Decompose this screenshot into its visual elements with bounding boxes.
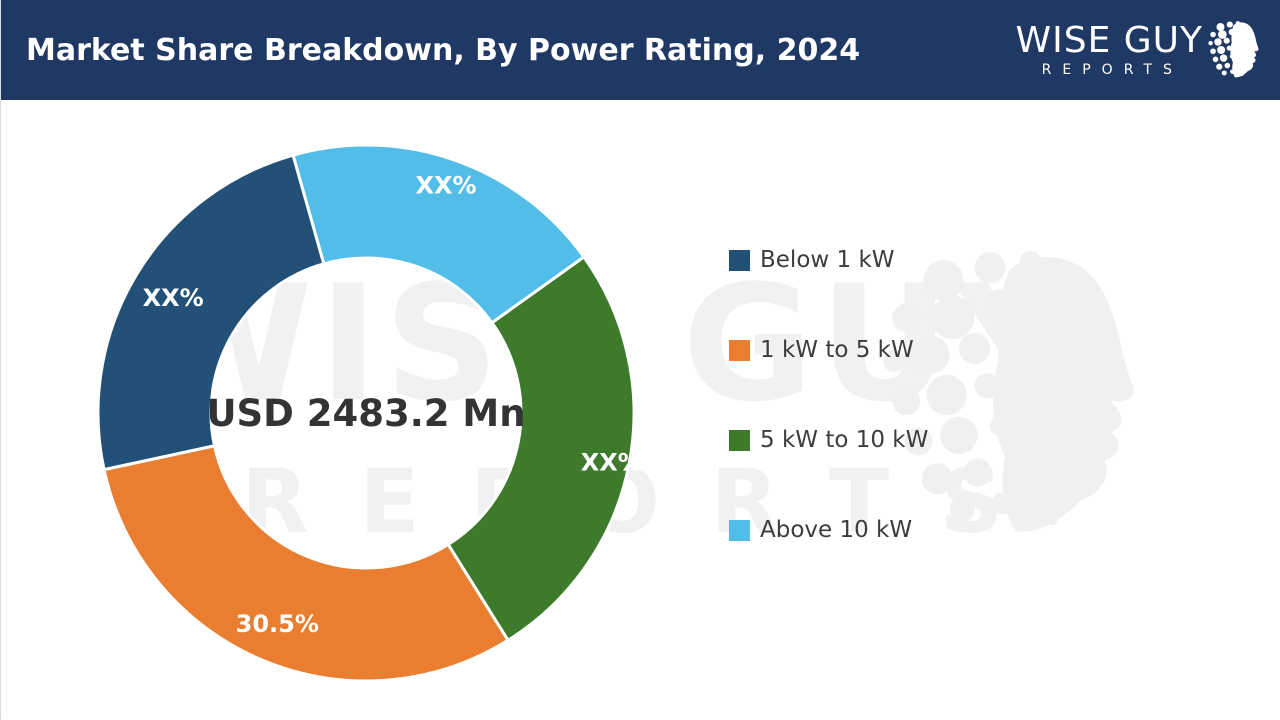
- slice-value-label-above-10-kw: XX%: [415, 172, 476, 200]
- wiseguy-face-icon: [1205, 9, 1267, 91]
- donut-slice-below-1-kw: [96, 153, 326, 472]
- legend-swatch-5kw-to-10kw: [729, 429, 750, 451]
- wiseguy-logo: WISE GUY REPORTS: [1016, 9, 1268, 91]
- donut-chart: USD 2483.2 Mn XX% 30.5% XX% XX%: [96, 143, 642, 683]
- donut-center-value: USD 2483.2 Mn: [206, 392, 525, 435]
- slice-value-label-1-kw-to-5-kw: 30.5%: [236, 610, 319, 638]
- legend-item-above-10kw: Above 10 kW: [729, 517, 928, 543]
- header: Market Share Breakdown, By Power Rating,…: [1, 0, 1280, 100]
- legend-label: Below 1 kW: [760, 247, 895, 273]
- slice-value-label-below-1-kw: XX%: [143, 284, 204, 312]
- legend: Below 1 kW 1 kW to 5 kW 5 kW to 10 kW Ab…: [729, 247, 929, 608]
- legend-item-below-1kw: Below 1 kW: [729, 247, 928, 273]
- logo-text: WISE GUY REPORTS: [1016, 22, 1204, 78]
- slice-value-label-5-kw-to-10-kw: XX%: [581, 449, 642, 477]
- legend-swatch-above-10kw: [729, 519, 750, 541]
- legend-item-1kw-to-5kw: 1 kW to 5 kW: [729, 337, 928, 363]
- legend-swatch-1kw-to-5kw: [729, 339, 750, 361]
- donut-slice-5-kw-to-10-kw: [446, 254, 636, 643]
- page-title: Market Share Breakdown, By Power Rating,…: [26, 32, 861, 68]
- legend-label: Above 10 kW: [760, 517, 913, 543]
- legend-label: 1 kW to 5 kW: [760, 337, 914, 363]
- donut-slice-above-10-kw: [291, 143, 587, 325]
- legend-swatch-below-1kw: [729, 249, 750, 271]
- donut-slice-1-kw-to-5-kw: [102, 443, 511, 683]
- logo-subtitle: REPORTS: [1041, 61, 1183, 78]
- legend-item-5kw-to-10kw: 5 kW to 10 kW: [729, 427, 929, 453]
- logo-wordmark: WISE GUY: [1015, 20, 1203, 62]
- chart-area: WISE GUY R E P O R T S USD 2483.2 Mn XX%…: [1, 100, 1280, 720]
- legend-label: 5 kW to 10 kW: [760, 427, 929, 453]
